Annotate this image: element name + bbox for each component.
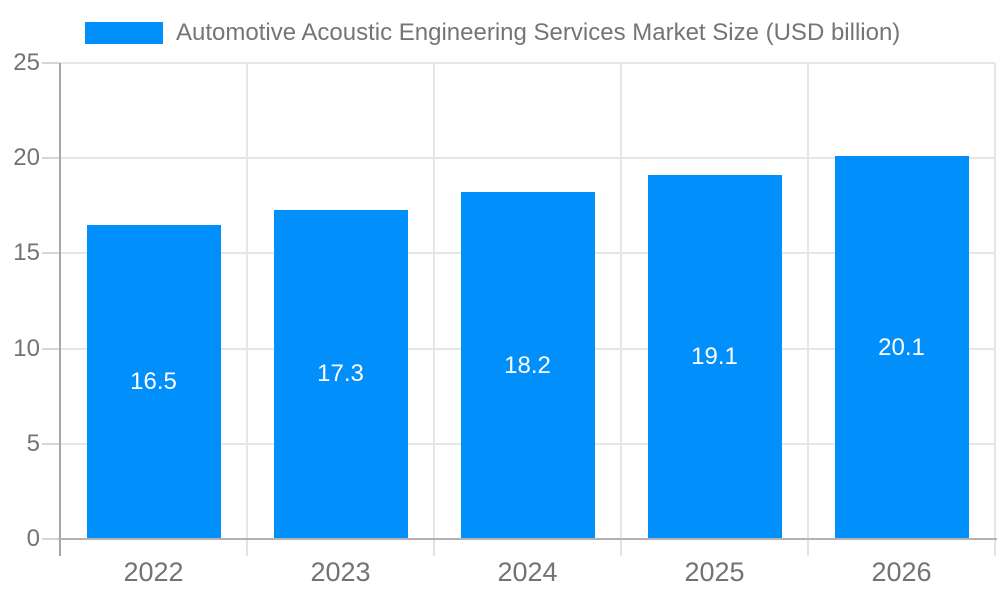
bar-2026[interactable] — [834, 156, 969, 539]
bar-value-label-2025: 19.1 — [691, 343, 738, 371]
x-axis-label-2026: 2026 — [871, 557, 932, 587]
x-axis-label-2023: 2023 — [310, 557, 371, 587]
gridline-vertical — [807, 63, 809, 539]
bar-2023[interactable] — [273, 209, 408, 539]
x-axis-label-2025: 2025 — [684, 557, 745, 587]
y-axis-tick — [42, 442, 60, 445]
bar-value-label-2022: 16.5 — [130, 367, 177, 395]
y-axis-tick — [42, 347, 60, 350]
x-axis-tick — [246, 539, 248, 556]
plot-area: 0 5 10 15 20 25 16.5 2022 17.3 2023 18.2 2024 19.1 20… — [13, 49, 997, 587]
x-axis-line — [58, 538, 997, 540]
x-axis-tick — [994, 539, 996, 556]
legend-label: Automotive Acoustic Engineering Services… — [176, 19, 901, 46]
bar-2025[interactable] — [647, 175, 782, 539]
gridline-horizontal — [60, 157, 995, 160]
legend-swatch-icon — [85, 22, 163, 44]
x-axis-label-2024: 2024 — [497, 557, 558, 587]
y-axis-tick — [42, 538, 60, 540]
y-axis-label-15: 15 — [13, 239, 40, 267]
y-axis-tick — [42, 62, 60, 64]
gridline-horizontal — [60, 62, 995, 64]
bar-value-label-2023: 17.3 — [317, 360, 364, 388]
gridline-vertical — [246, 63, 248, 539]
y-axis-label-20: 20 — [13, 144, 40, 172]
x-axis-label-2022: 2022 — [123, 557, 184, 587]
bar-value-label-2024: 18.2 — [504, 351, 551, 379]
y-axis-label-25: 25 — [13, 49, 40, 76]
gridline-vertical — [994, 63, 996, 539]
gridline-vertical — [620, 63, 622, 539]
bar-2022[interactable] — [86, 224, 221, 539]
y-axis-tick — [42, 252, 60, 255]
x-axis-tick — [620, 539, 622, 556]
x-axis-tick — [433, 539, 435, 556]
y-axis-label-0: 0 — [26, 525, 40, 552]
legend-item[interactable]: Automotive Acoustic Engineering Services… — [85, 19, 900, 47]
y-axis-line — [59, 63, 61, 556]
bar-value-label-2026: 20.1 — [878, 333, 925, 361]
y-axis-label-10: 10 — [13, 334, 40, 362]
gridline-vertical — [433, 63, 435, 539]
y-axis-label-5: 5 — [26, 429, 40, 457]
y-axis-tick — [42, 157, 60, 160]
bar-2024[interactable] — [460, 192, 595, 539]
x-axis-tick — [807, 539, 809, 556]
